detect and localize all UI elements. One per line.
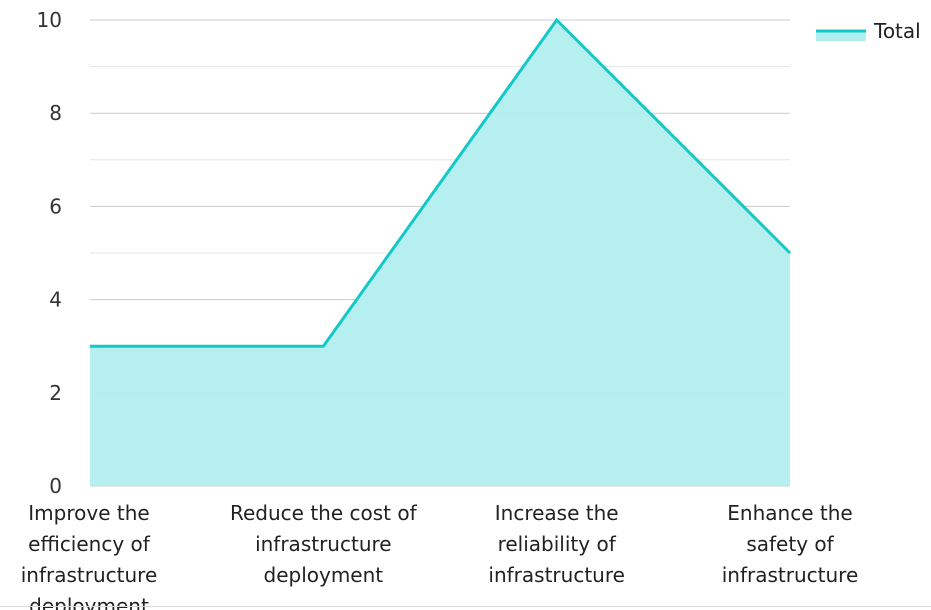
x-category-label-line: Improve the	[28, 501, 149, 525]
x-category-label-line: infrastructure	[488, 563, 625, 587]
series-total-line	[90, 17, 792, 348]
x-category-label-line: deployment	[29, 594, 149, 610]
series-total-area	[90, 20, 790, 486]
x-category-label: Improve the efficiency of infrastructure de…	[21, 501, 158, 610]
legend-swatch-fill	[816, 31, 866, 41]
x-category-label-line: infrastructure	[255, 532, 392, 556]
x-category-label-line: Enhance the	[727, 501, 852, 525]
y-tick-label: 6	[49, 194, 62, 218]
x-category-label-line: efficiency of	[28, 532, 151, 556]
legend: Total	[816, 19, 921, 43]
x-category-label-line: deployment	[264, 563, 384, 587]
legend-item-total: Total	[873, 19, 921, 43]
x-category-label-line: Reduce the cost of	[230, 501, 418, 525]
x-category-label-line: infrastructure	[21, 563, 158, 587]
x-category-label-line: safety of	[746, 532, 834, 556]
y-tick-label: 10	[37, 8, 62, 32]
x-category-label: Enhance the safety of infrastructure	[722, 501, 859, 587]
y-tick-label: 0	[49, 474, 62, 498]
x-category-label: Reduce the cost of infrastructure deployme…	[230, 501, 418, 587]
x-category-label: Increase the reliability of infrastructure	[488, 501, 625, 587]
x-category-label-line: Increase the	[495, 501, 619, 525]
y-tick-label: 4	[49, 288, 62, 312]
x-category-label-line: reliability of	[498, 532, 617, 556]
y-tick-label: 8	[49, 101, 62, 125]
x-axis-category-labels: Improve the efficiency of infrastructure de…	[21, 501, 859, 610]
bottom-divider	[0, 606, 931, 607]
x-category-label-line: infrastructure	[722, 563, 859, 587]
y-tick-label: 2	[49, 381, 62, 405]
y-axis-tick-labels: 0 2 4 6 8 10	[37, 8, 62, 498]
